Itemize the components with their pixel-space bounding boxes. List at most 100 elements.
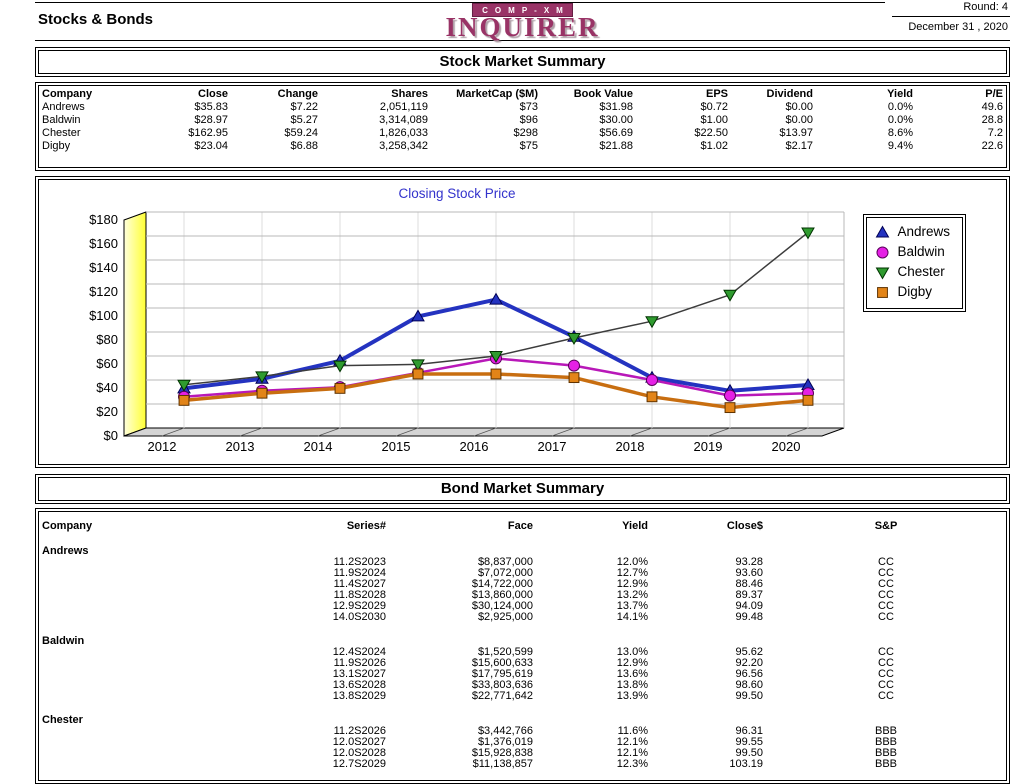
svg-text:$20: $20	[96, 404, 118, 419]
stock-col-header: Book Value	[573, 88, 633, 100]
svg-text:$160: $160	[89, 236, 118, 251]
series-marker-andrews	[489, 292, 503, 305]
triangle-up-icon	[876, 224, 890, 237]
stock-col-header: Change	[277, 88, 318, 100]
bond-company-row: Baldwin	[39, 636, 1006, 647]
bond-cell: CC	[878, 679, 894, 691]
bond-row: 13.8S2029 $22,771,642 13.9% 99.50 CC	[39, 691, 1006, 702]
bond-row: 11.9S2024 $7,072,000 12.7% 93.60 CC	[39, 568, 1006, 579]
square-icon	[877, 286, 889, 298]
spacer-cell	[39, 533, 1006, 546]
y-axis-wall	[123, 211, 147, 437]
stock-cell: $59.24	[284, 127, 318, 139]
svg-text:2014: 2014	[304, 439, 333, 454]
bond-row: 12.7S2029 $11,138,857 12.3% 103.19 BBB	[39, 759, 1006, 770]
bond-cell: $2,925,000	[477, 611, 533, 623]
stock-cell: $21.88	[599, 140, 633, 152]
bond-cell: CC	[878, 567, 894, 579]
bond-cell: 11.6%	[617, 725, 648, 737]
stock-cell: $23.04	[194, 140, 228, 152]
legend-label: Chester	[897, 264, 945, 279]
svg-text:$140: $140	[89, 260, 118, 275]
stock-summary-table: Company Close Change Shares MarketCap ($M) Bo…	[39, 88, 1006, 153]
bond-cell: 99.55	[735, 736, 763, 748]
stock-header-row: Company Close Change Shares MarketCap ($M) Bo…	[39, 88, 1006, 101]
bond-cell: 14.1%	[616, 611, 648, 623]
bond-cell: $22,771,642	[471, 690, 533, 702]
series-marker-digby	[568, 372, 580, 384]
page-title: Stocks & Bonds	[38, 11, 154, 28]
stock-cell: $96	[519, 114, 538, 126]
bond-cell: 12.1%	[616, 747, 648, 759]
stock-cell: $298	[513, 127, 538, 139]
bond-row: 11.2S2023 $8,837,000 12.0% 93.28 CC	[39, 557, 1006, 568]
bond-summary-title: Bond Market Summary	[440, 480, 605, 497]
series-marker-chester	[489, 351, 503, 364]
bond-cell: 11.2S2026	[333, 725, 386, 737]
series-marker-digby	[490, 368, 502, 380]
svg-text:2012: 2012	[148, 439, 177, 454]
circle-glyph	[876, 245, 889, 259]
series-marker-digby	[412, 368, 424, 380]
bond-summary-table: Company Series# Face Yield Close$ S&P Andrews…	[39, 520, 1006, 770]
legend-label: Digby	[897, 284, 932, 299]
bond-cell: $17,795,619	[471, 668, 533, 680]
series-marker-andrews	[411, 309, 425, 322]
bond-row: 11.2S2026 $3,442,766 11.6% 96.31 BBB	[39, 726, 1006, 737]
stock-cell: 0.0%	[887, 101, 913, 113]
bond-row: 12.0S2028 $15,928,838 12.1% 99.50 BBB	[39, 748, 1006, 759]
spacer-row	[39, 702, 1006, 715]
bond-cell: 98.60	[735, 679, 763, 691]
svg-text:2020: 2020	[772, 439, 801, 454]
series-marker-chester	[177, 379, 191, 392]
stock-cell: $2.17	[785, 140, 813, 152]
bond-cell: 12.4S2024	[332, 646, 386, 658]
bond-cell: CC	[878, 600, 894, 612]
bond-row: 14.0S2030 $2,925,000 14.1% 99.48 CC	[39, 612, 1006, 623]
svg-text:$80: $80	[96, 332, 118, 347]
stock-cell: $75	[519, 140, 538, 152]
bond-cell: 92.20	[735, 657, 763, 669]
stock-summary-title: Stock Market Summary	[439, 53, 606, 70]
bond-cell: 12.7S2029	[332, 758, 386, 770]
stock-col-header: EPS	[705, 88, 728, 100]
bond-cell: $1,520,599	[477, 646, 533, 658]
series-marker-chester	[645, 316, 659, 329]
bond-cell-empty	[39, 669, 239, 680]
spacer-row	[39, 533, 1006, 546]
stock-cell: $0.00	[785, 114, 813, 126]
bond-cell: 13.8%	[616, 679, 648, 691]
bond-cell-empty	[39, 568, 239, 579]
stock-cell: Andrews	[42, 101, 85, 113]
legend-item-andrews: Andrews	[875, 222, 950, 242]
bond-row: 13.6S2028 $33,803,636 13.8% 98.60 CC	[39, 680, 1006, 691]
bond-cell: 103.19	[729, 758, 763, 770]
y-axis-labels: $0 $20 $40 $60 $80 $100 $120 $140 $160 $180	[89, 212, 118, 443]
stock-cell: 3,314,089	[379, 114, 428, 126]
stock-cell: $5.27	[290, 114, 318, 126]
stock-col-header: Shares	[391, 88, 428, 100]
bond-cell: 12.3%	[616, 758, 648, 770]
bond-cell: CC	[878, 668, 894, 680]
report-header: Stocks & Bonds COMP-XM INQUIRER Round: 4…	[35, 0, 1010, 41]
bond-cell: CC	[878, 589, 894, 601]
series-marker-digby	[646, 391, 658, 403]
bond-cell: 89.37	[735, 589, 763, 601]
stock-cell: 49.6	[981, 101, 1003, 113]
bond-cell: $14,722,000	[471, 578, 533, 590]
series-marker-chester	[723, 289, 737, 302]
report-page: Stocks & Bonds COMP-XM INQUIRER Round: 4…	[35, 0, 1010, 784]
bond-cell: CC	[878, 556, 894, 568]
bond-cell: 13.7%	[616, 600, 648, 612]
stock-summary-title-box: Stock Market Summary	[35, 47, 1010, 77]
bond-cell: 11.9S2026	[333, 657, 386, 669]
bond-cell: 13.6%	[616, 668, 648, 680]
stock-cell: $0.72	[700, 101, 728, 113]
stock-chart-box: Closing Stock Price $0 $20 $40 $60 $80 $100 $12…	[35, 176, 1010, 468]
stock-cell: 22.6	[981, 140, 1003, 152]
bond-cell: CC	[878, 690, 894, 702]
svg-text:$100: $100	[89, 308, 118, 323]
bond-cell-empty	[39, 590, 239, 601]
bond-cell: 99.50	[735, 690, 763, 702]
bond-cell: 96.56	[735, 668, 763, 680]
